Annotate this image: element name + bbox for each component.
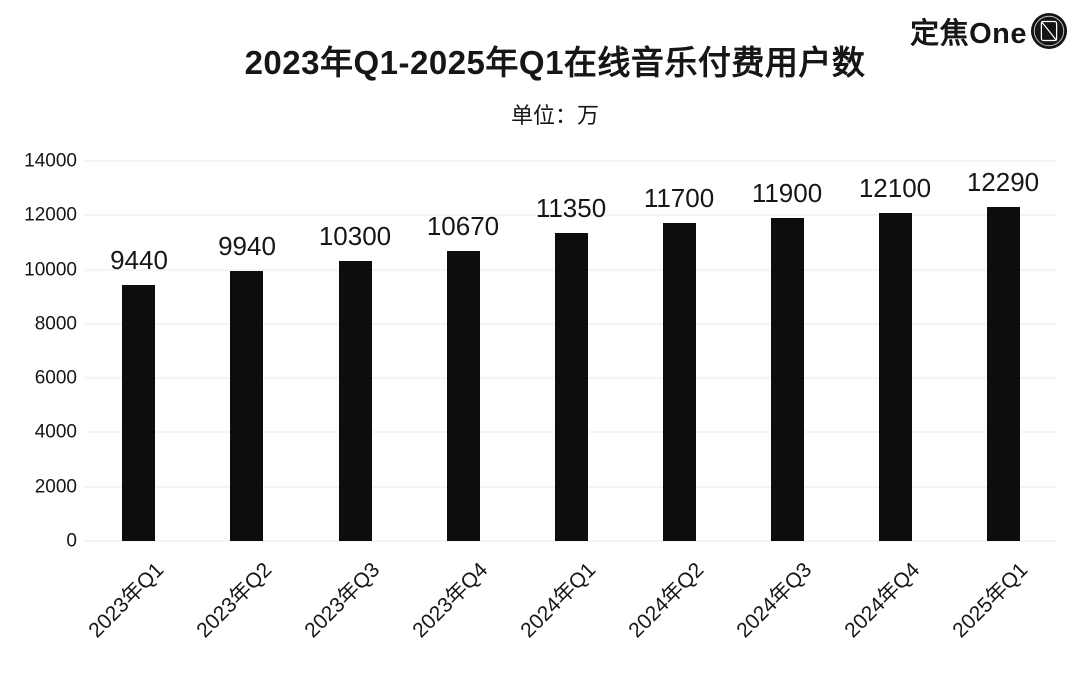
x-axis-tick-label: 2023年Q4	[408, 558, 493, 643]
x-axis-tick-label: 2023年Q1	[84, 558, 169, 643]
x-axis: 2023年Q1 2023年Q2 2023年Q3 2023年Q4 2024年Q1 2024年…	[85, 545, 1057, 675]
brand-logo: 定焦One	[910, 10, 1068, 52]
plot-area: 9440 9940 10300 10670 11350 11700 11900 12100 12…	[85, 160, 1057, 542]
x-axis-tick-label: 2023年Q3	[300, 558, 385, 643]
y-axis-tick-label: 0	[66, 530, 77, 552]
bar	[878, 212, 912, 541]
bar	[230, 271, 264, 541]
bar-value-label: 10670	[426, 211, 500, 242]
y-axis-tick-label: 8000	[34, 313, 77, 335]
bar	[770, 218, 804, 541]
bar-value-label: 10300	[318, 221, 392, 252]
y-axis-tick-label: 14000	[24, 150, 77, 172]
y-axis: 0 2000 4000 6000 8000 10000 12000 14000	[0, 152, 77, 551]
y-axis-tick-label: 6000	[34, 367, 77, 389]
bar-value-label: 11350	[535, 192, 607, 223]
x-axis-tick-label: 2024年Q3	[732, 558, 817, 643]
y-axis-tick-label: 12000	[24, 204, 77, 226]
bar-value-label: 9440	[110, 244, 168, 275]
bar	[662, 223, 696, 541]
bar-value-label: 9940	[218, 231, 276, 262]
x-axis-tick-label: 2025年Q1	[948, 558, 1033, 643]
bar	[986, 207, 1020, 541]
gridline	[85, 540, 1057, 542]
bar-value-label: 11700	[643, 183, 715, 214]
x-axis-tick-label: 2024年Q4	[840, 558, 925, 643]
y-axis-tick-label: 2000	[34, 476, 77, 498]
camera-lens-icon	[1030, 12, 1068, 50]
chart-header: 2023年Q1-2025年Q1在线音乐付费用户数 单位：万	[0, 44, 1080, 130]
brand-logo-text: 定焦One	[910, 18, 1027, 50]
bar	[554, 232, 588, 541]
x-axis-tick-label: 2024年Q2	[624, 558, 709, 643]
bar-value-label: 11900	[751, 178, 823, 208]
y-axis-tick-label: 4000	[34, 421, 77, 443]
bar-value-label: 12100	[858, 172, 932, 203]
bar	[122, 284, 156, 541]
chart-unit-label: 单位：万	[510, 102, 599, 128]
gridline	[85, 160, 1057, 162]
chart-title: 2023年Q1-2025年Q1在线音乐付费用户数	[244, 44, 866, 81]
x-axis-tick-label: 2023年Q2	[192, 558, 277, 643]
bar-value-label: 12290	[966, 167, 1040, 198]
y-axis-tick-label: 10000	[24, 259, 77, 281]
bar	[338, 261, 372, 541]
x-axis-tick-label: 2024年Q1	[516, 558, 601, 643]
bar	[446, 251, 480, 541]
gridline	[85, 214, 1057, 216]
